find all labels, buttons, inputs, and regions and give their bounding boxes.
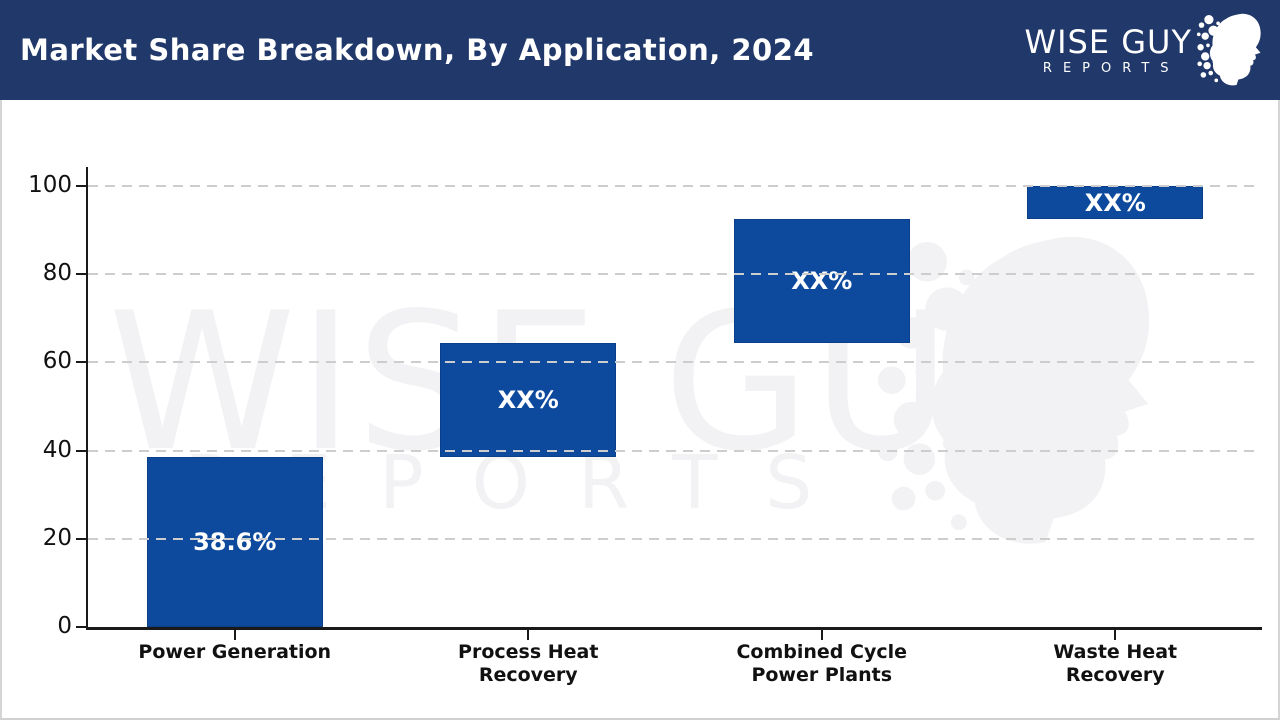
y-tick-mark-80 [76,273,86,276]
bar-combined-cycle-power-plants: XX% [733,219,910,343]
gridline-100 [88,185,1260,187]
y-tick-mark-0 [76,626,86,628]
page-title: Market Share Breakdown, By Application, … [20,33,815,67]
logo-face-icon [1196,10,1266,90]
header-bar: Market Share Breakdown, By Application, … [0,0,1280,100]
bar-value-label: XX% [791,266,853,295]
y-tick-label-100: 100 [28,172,72,198]
gridline-40 [88,449,1260,452]
x-tick-mark-0 [233,630,236,640]
category-label-power-generation: Power Generation [138,641,332,663]
x-axis-line [86,627,1262,630]
category-label-combined-cycle-power-plants: Combined Cycle Power Plants [736,641,908,686]
gridline-60 [88,361,1260,364]
bar-value-label: XX% [497,385,559,414]
y-tick-label-40: 40 [42,436,72,463]
bar-value-label: XX% [1084,188,1146,217]
y-tick-label-0: 0 [57,613,72,639]
bar-value-label: 38.6% [193,527,277,556]
bar-process-heat-recovery: XX% [440,342,617,457]
y-tick-label-80: 80 [42,260,72,287]
bar-power-generation: 38.6% [146,456,323,627]
gridline-80 [88,273,1260,276]
y-tick-mark-40 [76,449,86,452]
x-tick-mark-2 [820,630,823,640]
logo-wordmark: WISE GUY [1024,22,1192,61]
x-tick-mark-1 [527,630,530,640]
bar-waste-heat-recovery: XX% [1027,186,1204,220]
logo-text: WISE GUY REPORTS [1024,25,1192,76]
wise-guy-reports-logo: WISE GUY REPORTS [1024,10,1280,90]
y-tick-label-20: 20 [42,524,72,551]
y-axis-line [86,167,88,630]
category-label-waste-heat-recovery: Waste Heat Recovery [1053,641,1178,686]
y-tick-label-60: 60 [42,348,72,375]
logo-subtext: REPORTS [1042,60,1180,76]
x-tick-mark-3 [1114,630,1117,640]
gridline-20 [88,537,1260,540]
category-label-process-heat-recovery: Process Heat Recovery [458,641,599,686]
y-tick-mark-100 [76,185,86,187]
y-tick-mark-20 [76,537,86,540]
y-tick-mark-60 [76,361,86,364]
